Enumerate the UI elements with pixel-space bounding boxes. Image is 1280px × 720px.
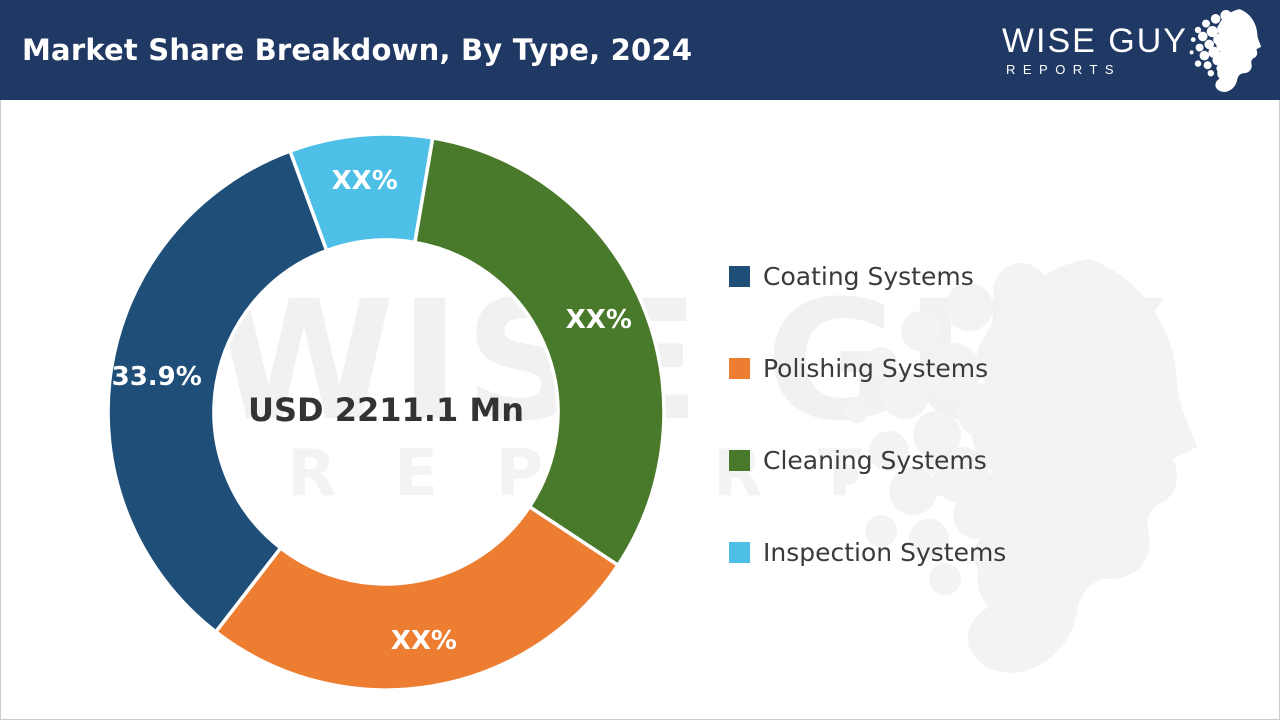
donut-center-value: USD 2211.1 Mn [248,391,524,429]
legend-swatch-coating [729,266,750,287]
donut-chart [106,132,666,692]
legend-label: Polishing Systems [763,354,989,383]
chart-area: WISE GUY REPORTS XX%XX%XX%33.9% USD 2211… [0,100,1280,720]
donut-segment-polishing-systems [214,505,620,692]
wiseguy-logo: WISE GUY REPORTS [1002,6,1262,94]
donut-segment-coating-systems [106,149,329,634]
legend-label: Inspection Systems [763,538,1007,567]
logo-wordmark: WISE GUY [1001,22,1188,60]
legend-item-inspection: Inspection Systems [729,538,1006,567]
legend-item-cleaning: Cleaning Systems [729,446,1006,475]
logo-subtitle: REPORTS [1005,62,1122,77]
legend-item-polishing: Polishing Systems [729,354,1006,383]
legend-swatch-inspection [729,542,750,563]
segment-label: XX% [565,304,632,335]
legend-item-coating: Coating Systems [729,262,1006,291]
wiseguy-head-icon [1182,6,1262,94]
segment-label: XX% [331,165,398,196]
donut-segment-cleaning-systems [413,136,666,567]
page-title: Market Share Breakdown, By Type, 2024 [22,33,693,67]
legend-swatch-polishing [729,358,750,379]
legend-swatch-cleaning [729,450,750,471]
wiseguy-logo-text: WISE GUY REPORTS [1002,24,1188,76]
segment-label: XX% [390,625,457,656]
legend-label: Coating Systems [763,262,974,291]
chart-legend: Coating Systems Polishing Systems Cleani… [729,262,1006,567]
segment-label: 33.9% [111,361,202,392]
header-bar: Market Share Breakdown, By Type, 2024 WI… [0,0,1280,100]
legend-label: Cleaning Systems [763,446,987,475]
